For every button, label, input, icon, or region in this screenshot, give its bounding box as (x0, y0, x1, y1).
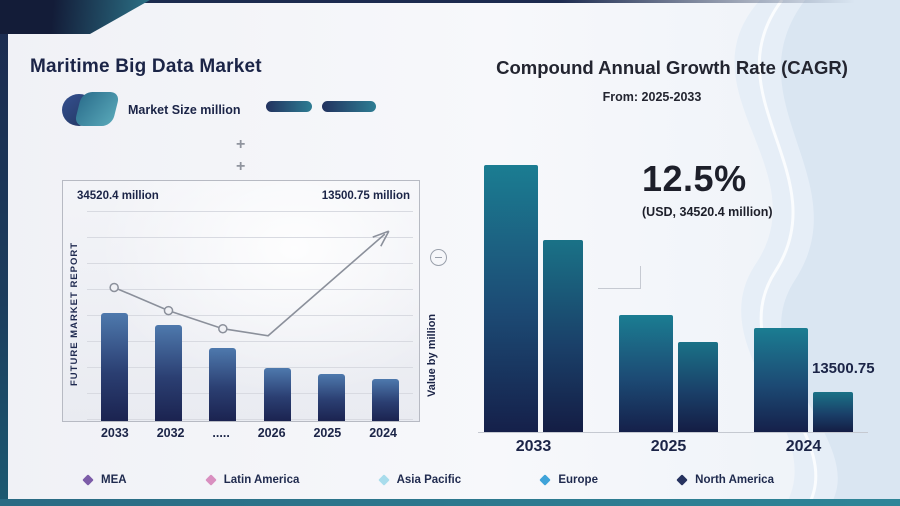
minus-line (435, 257, 442, 258)
legend-item-north-america: North America (676, 474, 774, 486)
legend-item-mea: MEA (82, 474, 127, 486)
value-axis-label: Value by million (426, 313, 438, 397)
year-label: 2032 (156, 426, 185, 440)
cagr-bar-group-2025 (619, 315, 718, 432)
cagr-stat: 12.5% (USD, 34520.4 million) (642, 158, 773, 219)
cagr-year-label: 2033 (515, 438, 552, 455)
legend-item-latin-america: Latin America (205, 474, 300, 486)
future-market-report-watermark: FUTURE MARKET REPORT (69, 241, 80, 387)
plus-decor: + (236, 136, 246, 153)
frame-top-edge (0, 0, 900, 3)
cagr-bar-groups (478, 150, 868, 433)
legend-diamond-icon (82, 474, 94, 486)
legend-diamond-icon (205, 474, 217, 486)
cagr-percentage: 12.5% (642, 158, 747, 199)
cagr-subtitle: From: 2025-2033 (602, 90, 702, 104)
cagr-bar-2025-secondary (678, 342, 718, 432)
cagr-bar-2025-primary (619, 315, 673, 432)
cagr-bar-2033-primary (484, 165, 538, 432)
annotation-min-value: 13500.75 million (321, 190, 410, 202)
cagr-year-label: 2025 (650, 438, 687, 455)
market-size-chart: 34520.4 million 13500.75 million FUTURE … (62, 180, 420, 422)
cagr-bar-group-2033 (484, 165, 583, 432)
footer-legend: MEA Latin America Asia Pacific Europe North … (82, 474, 774, 486)
legend-diamond-icon (377, 474, 390, 486)
legend-label: North America (695, 474, 774, 486)
year-label: 2024 (369, 426, 397, 440)
market-size-bar-2032 (154, 325, 182, 421)
cagr-year-label: 2024 (785, 438, 822, 455)
legend-label: Asia Pacific (396, 474, 462, 486)
legend-item-europe: Europe (539, 474, 598, 486)
year-label: ..... (212, 426, 230, 440)
legend-diamond-icon (676, 474, 688, 486)
plus-decor: + (236, 158, 246, 175)
cylinder-chart-icon (62, 92, 121, 128)
market-bars (87, 211, 413, 421)
legend-label: MEA (101, 474, 127, 486)
corner-accent (0, 0, 150, 34)
frame-left-edge (0, 0, 8, 506)
cagr-bar-2033-secondary (543, 240, 583, 432)
legend-diamond-icon (539, 474, 552, 486)
year-label: 2026 (257, 426, 286, 440)
legend-item-asia-pacific: Asia Pacific (377, 474, 462, 486)
market-size-bar-2024 (372, 378, 400, 421)
annotation-max-value: 34520.4 million (77, 190, 159, 202)
year-label: 2025 (313, 426, 342, 440)
gradient-pill (322, 101, 376, 112)
market-size-legend-label: Market Size million (128, 103, 241, 117)
gradient-pill (266, 101, 312, 112)
market-size-bar-..... (209, 347, 237, 421)
circle-minus-icon (430, 249, 447, 266)
cagr-title: Compound Annual Growth Rate (CAGR) (496, 57, 848, 78)
cagr-bar-group-2024 (754, 328, 853, 432)
market-size-legend: Market Size million (62, 92, 241, 128)
bracket-decor (598, 266, 641, 289)
market-size-bar-2026 (263, 367, 291, 421)
cagr-xlabels: 2033 2025 2024 (478, 438, 868, 456)
page-title: Maritime Big Data Market (30, 56, 262, 77)
cagr-caption: (USD, 34520.4 million) (642, 205, 773, 219)
legend-pills (266, 101, 376, 112)
cylinder-slab (73, 92, 121, 126)
legend-label: Latin America (223, 474, 300, 486)
legend-label: Europe (558, 474, 598, 486)
market-size-bar-2033 (100, 313, 128, 421)
cagr-chart: 2033 2025 2024 13500.75 (478, 150, 875, 456)
cagr-callout-value: 13500.75 (812, 360, 875, 377)
market-xlabels: 2033 2032..... 2026 2025 2024 (87, 426, 411, 440)
cagr-bar-2024-primary (754, 328, 808, 432)
market-size-bar-2025 (317, 373, 345, 421)
year-label: 2033 (100, 426, 129, 440)
frame-bottom-edge (0, 499, 900, 506)
cagr-bar-2024-secondary (813, 392, 853, 432)
